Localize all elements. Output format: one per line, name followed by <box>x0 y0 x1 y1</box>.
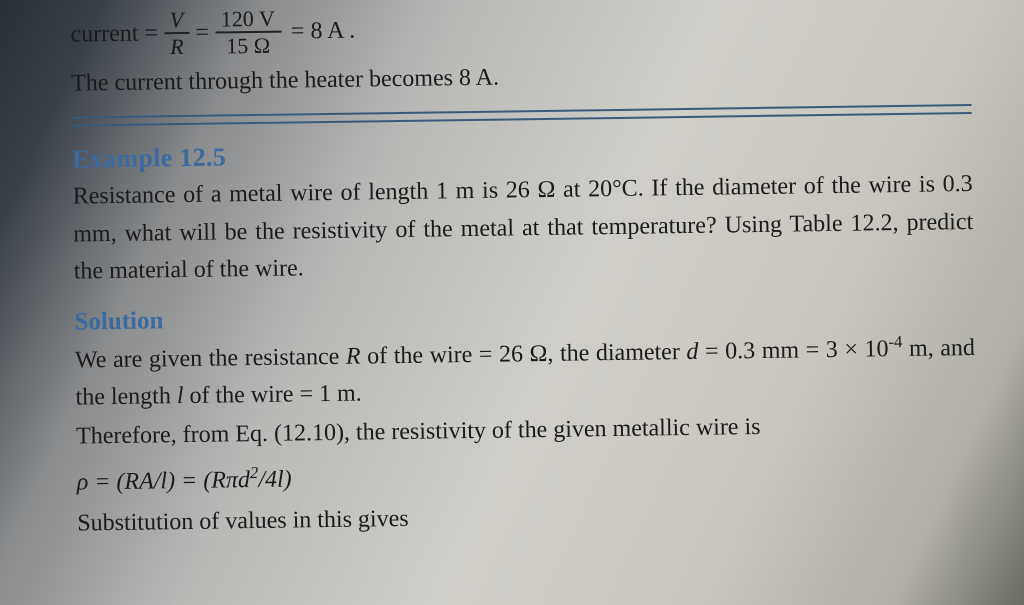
solution-given: We are given the resistance R of the wir… <box>75 328 976 417</box>
example-body: Resistance of a metal wire of length 1 m… <box>73 166 974 290</box>
frac2-num: 120 V <box>215 7 281 34</box>
sol-p1-c: = 0.3 mm = 3 × 10 <box>698 336 888 365</box>
fraction-v-over-r: V R <box>164 8 190 59</box>
equation-rho: ρ = (RA/l) = (Rπd2/4l) <box>76 449 976 501</box>
solution-substitution: Substitution of values in this gives <box>77 493 977 543</box>
eq-rhs: = 8 A . <box>291 17 356 45</box>
fraction-120-over-15: 120 V 15 Ω <box>215 7 282 58</box>
equation-current: current = V R = 120 V 15 Ω = 8 A . <box>70 0 971 60</box>
frac2-den: 15 Ω <box>220 33 276 58</box>
sol-exp-neg4: -4 <box>888 332 902 351</box>
sentence-current-result: The current through the heater becomes 8… <box>71 53 971 103</box>
sol-var-d: d <box>686 339 698 365</box>
divider-double-rule <box>72 104 972 127</box>
frac1-num: V <box>164 8 190 34</box>
rho-exp-2: 2 <box>250 462 259 481</box>
sol-p1-b: of the wire = 26 Ω, the diameter <box>360 339 686 370</box>
frac1-den: R <box>164 34 190 58</box>
sol-var-R: R <box>346 343 361 369</box>
eq-equals-a: = <box>195 19 209 46</box>
rho-rhs: /4l) <box>258 466 292 492</box>
eq-lhs: current = <box>70 20 158 48</box>
sol-p1-a: We are given the resistance <box>75 344 346 374</box>
sol-p1-e: of the wire = 1 m. <box>183 381 362 409</box>
rho-lhs: ρ = (RA/l) = (Rπd <box>77 467 251 495</box>
page-content: current = V R = 120 V 15 Ω = 8 A . The c… <box>40 0 1008 545</box>
